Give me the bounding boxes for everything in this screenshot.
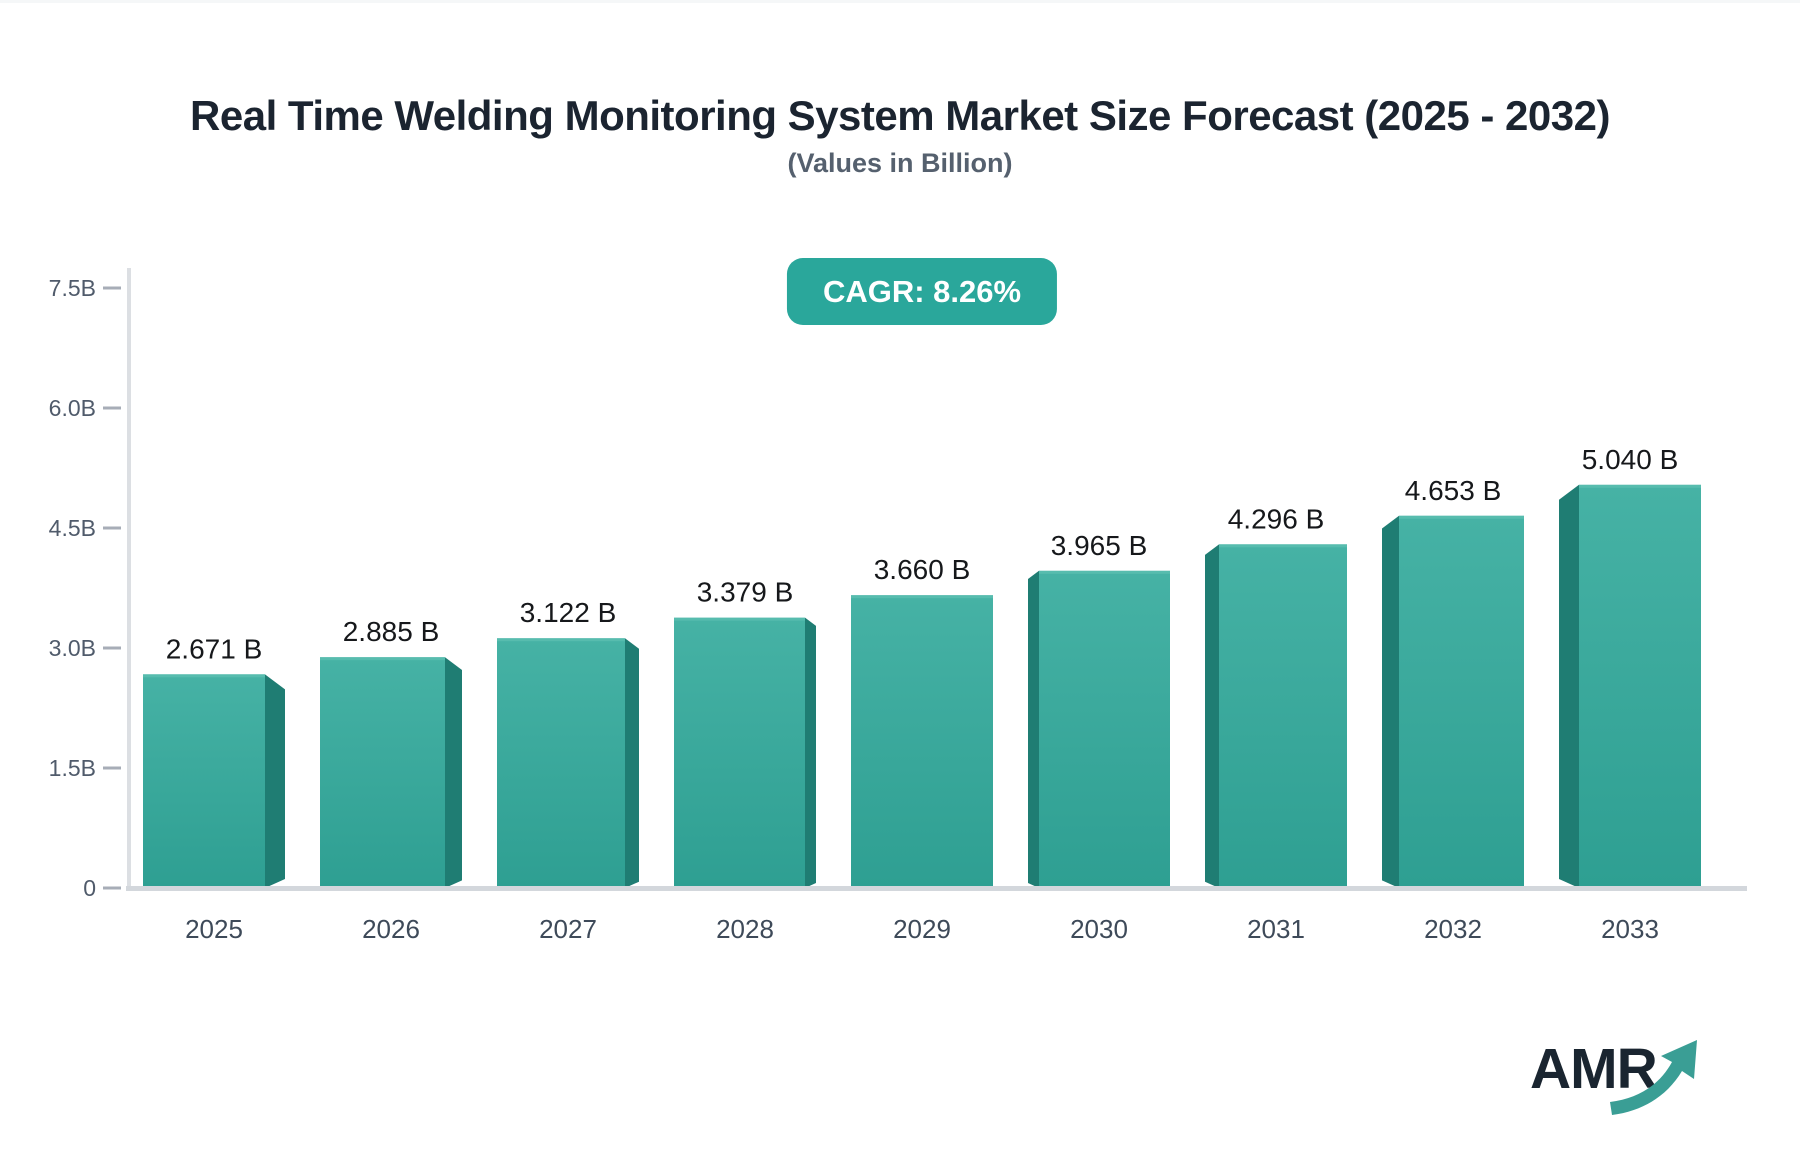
x-tick-label: 2026 <box>362 914 420 944</box>
bar-side-face <box>805 617 816 888</box>
bar-top-highlight <box>1399 515 1524 519</box>
bar-front-face <box>1399 515 1524 888</box>
x-tick-label: 2031 <box>1247 914 1305 944</box>
x-tick-label: 2033 <box>1601 914 1659 944</box>
x-tick-label: 2025 <box>185 914 243 944</box>
bar-top-highlight <box>497 638 625 642</box>
bar-front-face <box>851 595 993 888</box>
y-tick-dash <box>103 646 121 650</box>
bar-value-label: 4.653 B <box>1405 475 1502 506</box>
page-top-border <box>0 0 1800 3</box>
bar-front-face <box>143 674 265 888</box>
bar-top-highlight <box>1039 570 1170 574</box>
bar-front-face <box>497 638 625 888</box>
x-tick-label: 2032 <box>1424 914 1482 944</box>
y-axis-line <box>127 268 131 888</box>
y-tick-label: 1.5B <box>49 755 96 781</box>
y-tick-dash <box>103 766 121 770</box>
bar-top-highlight <box>143 674 265 678</box>
bar-front-face <box>1039 570 1170 888</box>
y-tick-label: 4.5B <box>49 515 96 541</box>
bar-value-label: 2.671 B <box>166 633 263 664</box>
axis-layer: 0 1.5B 3.0B 4.5B 6.0B 7.5B <box>49 268 131 901</box>
bar-group <box>1559 484 1701 888</box>
y-tick-dash <box>103 406 121 410</box>
chart-subtitle: (Values in Billion) <box>787 148 1013 178</box>
bar-top-highlight <box>1219 544 1347 548</box>
bar-value-label: 5.040 B <box>1582 444 1679 475</box>
labels-layer: 2.671 B 2025 2.885 B 2026 3.122 B 2027 3.379 B… <box>166 444 1679 944</box>
bar-group <box>1028 570 1170 888</box>
bar-group <box>674 617 816 888</box>
x-tick-label: 2029 <box>893 914 951 944</box>
x-tick-label: 2027 <box>539 914 597 944</box>
bar-value-label: 4.296 B <box>1228 503 1325 534</box>
bar-side-face <box>1559 484 1579 888</box>
y-tick-label: 0 <box>83 875 96 901</box>
bar-top-highlight <box>674 617 805 621</box>
chart-title: Real Time Welding Monitoring System Mark… <box>190 92 1610 139</box>
bar-value-label: 3.660 B <box>874 554 971 585</box>
bar-top-highlight <box>320 657 445 661</box>
baseline-layer <box>126 886 1747 891</box>
bar-top-highlight <box>1579 484 1701 488</box>
growth-arrow-icon <box>1610 1040 1697 1115</box>
y-tick-label: 7.5B <box>49 275 96 301</box>
x-axis-line <box>126 886 1747 891</box>
cagr-badge: CAGR: 8.26% <box>786 258 1058 325</box>
amr-logo: AMR <box>1530 1037 1697 1115</box>
bar-front-face <box>674 617 805 888</box>
bar-group <box>143 674 285 888</box>
bar-front-face <box>320 657 445 888</box>
bar-value-label: 3.379 B <box>697 577 794 608</box>
bar-front-face <box>1579 484 1701 888</box>
x-tick-label: 2030 <box>1070 914 1128 944</box>
y-tick-label: 3.0B <box>49 635 96 661</box>
bar-group <box>497 638 639 888</box>
bar-side-face <box>1028 570 1039 888</box>
x-tick-label: 2028 <box>716 914 774 944</box>
bar-group <box>851 595 993 888</box>
bar-group <box>1382 515 1524 888</box>
bar-side-face <box>445 657 462 888</box>
bar-side-face <box>1205 544 1219 888</box>
bar-front-face <box>1219 544 1347 888</box>
bar-group <box>320 657 462 888</box>
bar-side-face <box>1382 515 1399 888</box>
bar-value-label: 2.885 B <box>343 616 440 647</box>
bar-side-face <box>265 674 285 888</box>
amr-logo-text: AMR <box>1530 1037 1657 1101</box>
bars-layer <box>143 484 1701 888</box>
y-tick-dash <box>103 886 121 890</box>
bar-group <box>1205 544 1347 888</box>
bar-side-face <box>625 638 639 888</box>
bar-value-label: 3.122 B <box>520 597 617 628</box>
y-tick-label: 6.0B <box>49 395 96 421</box>
y-tick-dash <box>103 286 121 290</box>
bar-top-highlight <box>851 595 993 599</box>
y-tick-dash <box>103 526 121 530</box>
bar-value-label: 3.965 B <box>1051 530 1148 561</box>
